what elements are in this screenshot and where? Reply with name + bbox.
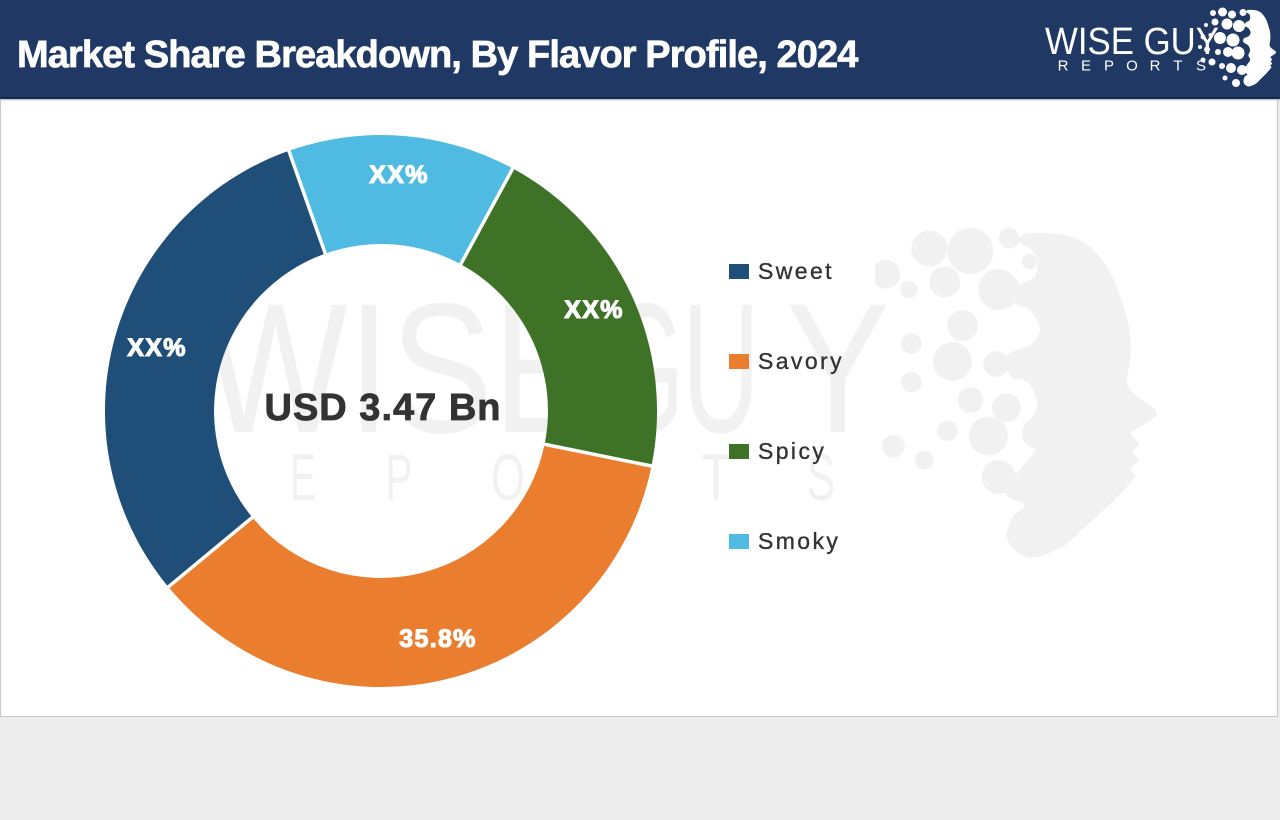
svg-text:P: P — [1104, 58, 1114, 75]
svg-text:T: T — [702, 440, 730, 514]
svg-text:E: E — [1081, 58, 1091, 75]
svg-text:T: T — [1173, 58, 1182, 75]
svg-text:P: P — [386, 440, 413, 514]
svg-text:O: O — [1126, 58, 1138, 75]
svg-text:35.8%: 35.8% — [399, 625, 476, 653]
svg-text:S: S — [1196, 58, 1206, 75]
svg-text:U: U — [682, 266, 760, 472]
svg-text:R: R — [1150, 58, 1161, 75]
svg-text:E: E — [290, 440, 316, 514]
svg-text:S: S — [807, 440, 835, 514]
svg-text:USD 3.47 Bn: USD 3.47 Bn — [265, 387, 502, 429]
svg-text:XX%: XX% — [564, 296, 623, 324]
svg-text:XX%: XX% — [369, 161, 428, 189]
svg-text:XX%: XX% — [127, 334, 186, 362]
svg-text:R: R — [1058, 58, 1069, 75]
svg-text:O: O — [491, 440, 525, 514]
svg-text:Y: Y — [786, 266, 890, 472]
svg-text:WISE GUY: WISE GUY — [1045, 21, 1219, 63]
